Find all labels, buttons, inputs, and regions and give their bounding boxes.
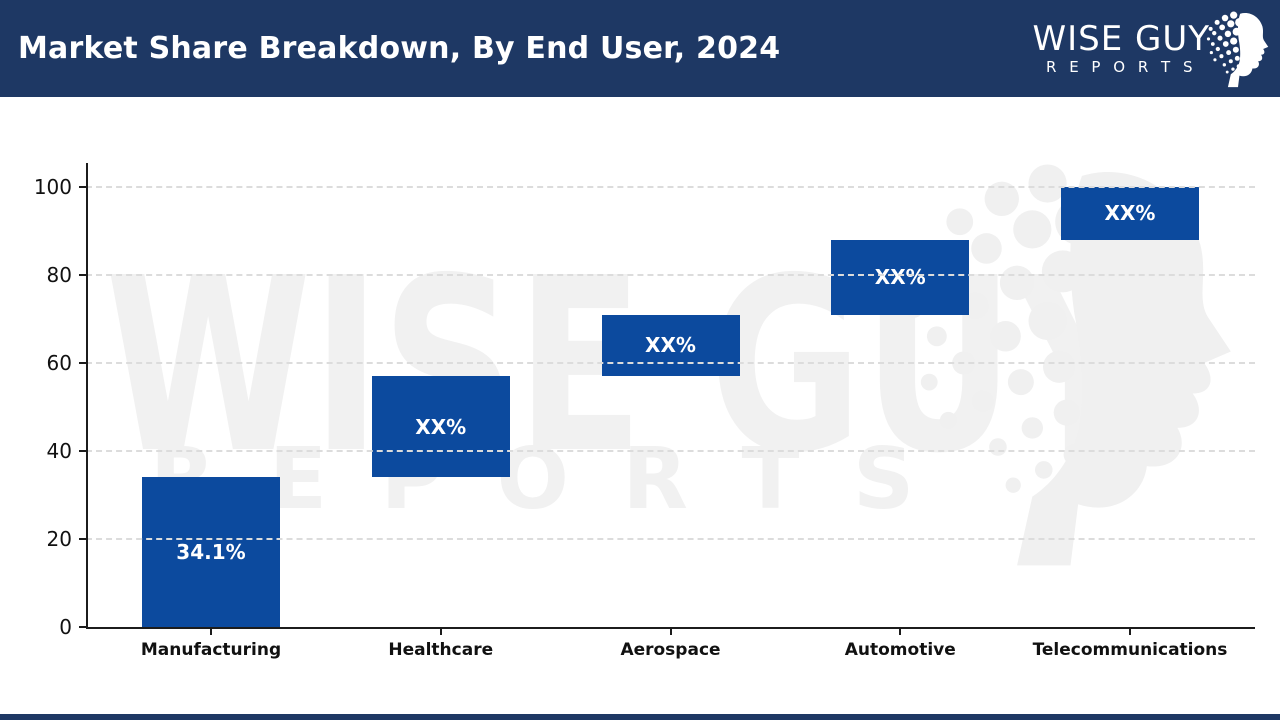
bar-value-label: 34.1%: [176, 539, 246, 564]
gridline-80: [86, 274, 1255, 276]
y-tick-label-60: 60: [46, 351, 72, 375]
y-tick-100: [79, 186, 86, 188]
x-tick-label-2: Aerospace: [620, 640, 721, 660]
bar-value-label: XX%: [1104, 201, 1156, 226]
bar-manufacturing: 34.1%: [142, 476, 280, 627]
logo-brand-sub: R E P O R T S: [1046, 58, 1197, 76]
header-bar: Market Share Breakdown, By End User, 202…: [0, 0, 1280, 97]
gridline-40: [86, 450, 1255, 452]
wiseguy-logo: WISE GUY R E P O R T S: [1032, 9, 1274, 89]
gridline-60: [86, 362, 1255, 364]
dotted-head-icon: [1206, 11, 1269, 87]
x-tick-label-4: Telecommunications: [1032, 640, 1228, 660]
bar-value-label: XX%: [645, 333, 696, 358]
x-axis: [86, 627, 1255, 629]
y-tick-label-40: 40: [46, 439, 72, 463]
x-tick-label-3: Automotive: [844, 640, 956, 660]
page-title: Market Share Breakdown, By End User, 202…: [18, 31, 781, 66]
bar-automotive: XX%: [831, 239, 970, 315]
y-tick-80: [79, 274, 86, 276]
gridline-100: [86, 186, 1255, 188]
x-tick-3: [899, 628, 902, 635]
y-tick-0: [79, 626, 86, 628]
x-tick-1: [439, 628, 442, 635]
x-tick-0: [210, 628, 212, 635]
x-tick-4: [1129, 628, 1131, 635]
bar-value-label: XX%: [415, 414, 467, 439]
bar-value-label: XX%: [874, 265, 926, 290]
y-tick-60: [79, 362, 86, 364]
x-tick-label-0: Manufacturing: [140, 640, 282, 660]
gridline-20: [86, 538, 1255, 540]
footer-bar: [0, 714, 1280, 720]
y-tick-20: [79, 538, 86, 540]
y-tick-label-80: 80: [46, 263, 72, 287]
y-tick-label-100: 100: [33, 175, 72, 199]
x-tick-2: [669, 628, 672, 635]
bar-aerospace: XX%: [601, 314, 740, 377]
y-tick-label-20: 20: [46, 527, 72, 551]
bar-healthcare: XX%: [371, 376, 510, 477]
logo-wordmark: WISE GUY R E P O R T S: [1032, 22, 1210, 75]
logo-brand-name: WISE GUY: [1032, 19, 1210, 59]
y-tick-label-0: 0: [59, 615, 72, 639]
bar-telecommunications: XX%: [1061, 187, 1199, 240]
y-tick-40: [79, 450, 86, 452]
x-tick-label-1: Healthcare: [388, 640, 494, 660]
y-axis: [86, 163, 88, 629]
